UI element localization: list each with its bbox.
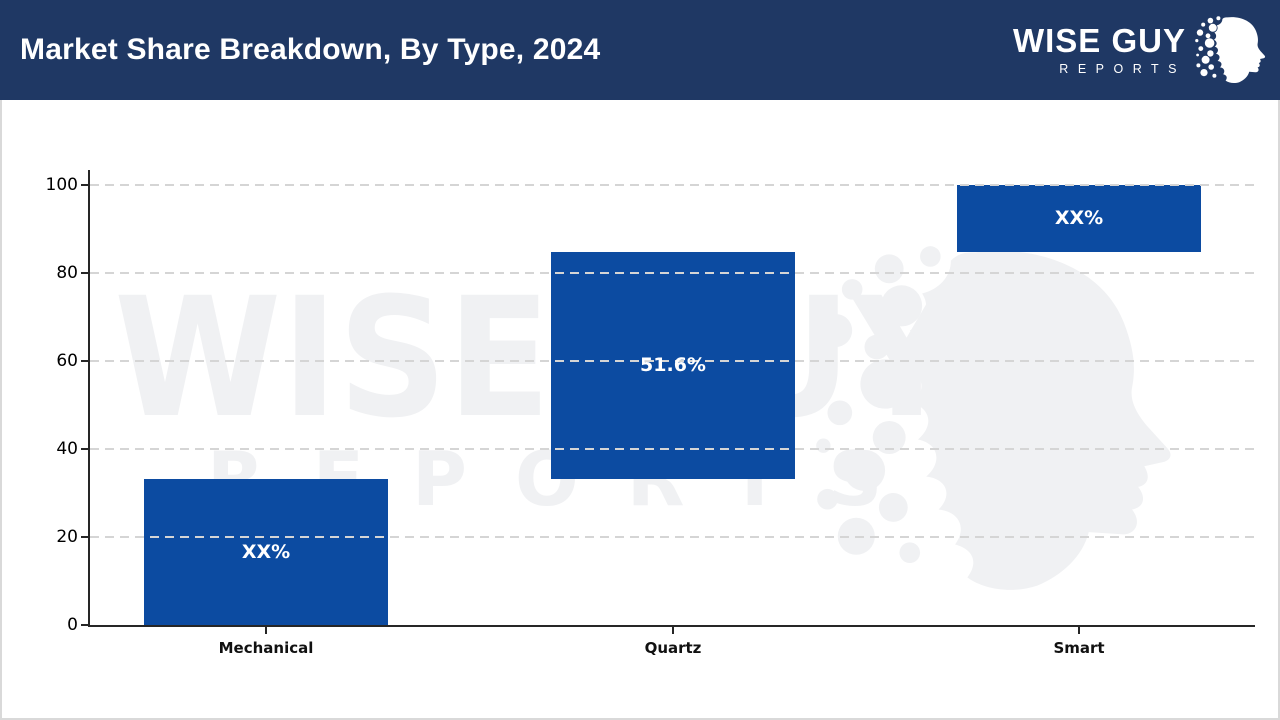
y-axis-tick xyxy=(81,184,88,186)
y-axis-tick xyxy=(81,448,88,450)
logo-text: WISE GUY REPORTS xyxy=(1012,21,1186,77)
y-axis-spine xyxy=(88,170,90,627)
x-axis-tick xyxy=(1078,627,1080,634)
bar-value-label: XX% xyxy=(1054,207,1104,230)
y-axis-tick-label: 20 xyxy=(56,527,78,547)
x-axis-tick xyxy=(672,627,674,634)
y-axis-tick xyxy=(81,360,88,362)
x-axis-category-label: Quartz xyxy=(644,639,702,657)
gridline-60 xyxy=(90,360,1255,362)
wiseguy-logo: WISE GUY REPORTS xyxy=(1013,0,1268,100)
chart-title: Market Share Breakdown, By Type, 2024 xyxy=(20,33,601,66)
bar-quartz xyxy=(551,251,795,479)
gridline-20 xyxy=(90,536,1255,538)
y-axis-tick-label: 80 xyxy=(56,263,78,283)
bar-mechanical xyxy=(144,478,388,625)
gridline-100 xyxy=(90,184,1255,186)
y-axis-tick-label: 60 xyxy=(56,351,78,371)
gridline-80 xyxy=(90,272,1255,274)
gridline-40 xyxy=(90,448,1255,450)
y-axis-tick-label: 40 xyxy=(56,439,78,459)
y-axis-tick xyxy=(81,272,88,274)
x-axis-category-label: Smart xyxy=(1053,639,1105,657)
x-axis-tick xyxy=(265,627,267,634)
y-axis-tick xyxy=(81,624,88,626)
logo-subtitle: REPORTS xyxy=(1059,61,1186,76)
bar-smart xyxy=(957,185,1201,252)
y-axis-tick-label: 100 xyxy=(45,175,78,195)
bar-value-label: XX% xyxy=(241,540,291,563)
header-bar: Market Share Breakdown, By Type, 2024 WI… xyxy=(0,0,1280,100)
x-axis-category-label: Mechanical xyxy=(218,639,314,657)
x-axis-spine xyxy=(88,625,1255,627)
y-axis-tick-label: 0 xyxy=(67,615,78,635)
logo-wordmark: WISE GUY xyxy=(1012,21,1186,59)
y-axis-tick xyxy=(81,536,88,538)
bar-value-label: 51.6% xyxy=(640,354,706,377)
